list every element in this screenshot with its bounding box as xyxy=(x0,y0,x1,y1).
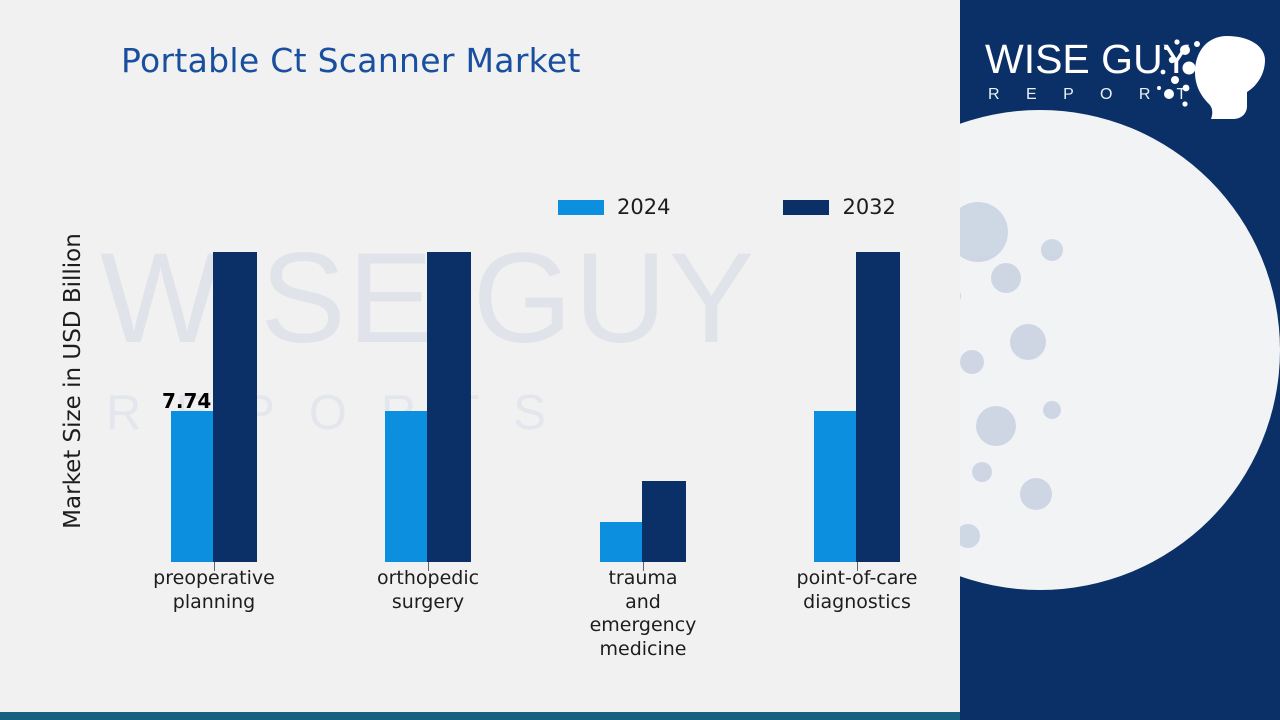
legend-swatch-2024 xyxy=(558,199,604,215)
legend-label-2024: 2024 xyxy=(617,195,671,219)
x-axis-tick xyxy=(643,562,644,571)
x-axis-tick xyxy=(214,562,215,571)
bar-group xyxy=(600,232,686,562)
bar-2032[interactable] xyxy=(642,481,686,562)
x-axis-category-label: orthopedic surgery xyxy=(376,567,480,613)
bar-2024[interactable] xyxy=(814,411,856,562)
plot-area: preoperative planning orthopedic surgery t… xyxy=(153,232,918,660)
page-title: Portable Ct Scanner Market xyxy=(121,41,581,80)
x-axis-tick xyxy=(428,562,429,571)
logo-head-icon xyxy=(1157,36,1265,119)
bottom-accent-strip xyxy=(0,712,960,720)
bar-2024[interactable] xyxy=(600,522,642,562)
bar-group xyxy=(171,232,257,562)
x-axis-category-label: point-of-care diagnostics xyxy=(796,567,918,613)
legend-swatch-2032 xyxy=(783,199,830,215)
legend-label-2032: 2032 xyxy=(842,195,896,219)
brand-logo: WISE GUY R E P O R T S xyxy=(980,30,1270,120)
bar-group xyxy=(814,232,900,562)
legend-item-2024[interactable]: 2024 xyxy=(558,195,670,219)
legend-item-2032[interactable]: 2032 xyxy=(783,195,896,219)
bar-2032[interactable] xyxy=(856,252,900,562)
bar-2024[interactable] xyxy=(385,411,427,562)
logo-tagline: R E P O R T S xyxy=(988,86,1235,103)
right-brand-panel xyxy=(960,0,1280,720)
logo-wordmark: WISE GUY xyxy=(985,36,1191,82)
bar-2032[interactable] xyxy=(213,252,257,562)
chart-legend: 2024 2032 xyxy=(558,195,896,219)
x-axis-tick xyxy=(857,562,858,571)
bar-value-label: 7.74 xyxy=(162,389,212,413)
molecule-dots-graphic xyxy=(960,202,1063,548)
x-axis-category-label: trauma and emergency medicine xyxy=(589,567,697,660)
bar-2024[interactable] xyxy=(171,411,213,562)
x-axis-category-label: preoperative planning xyxy=(153,567,275,613)
bar-group xyxy=(385,232,471,562)
bar-2032[interactable] xyxy=(427,252,471,562)
